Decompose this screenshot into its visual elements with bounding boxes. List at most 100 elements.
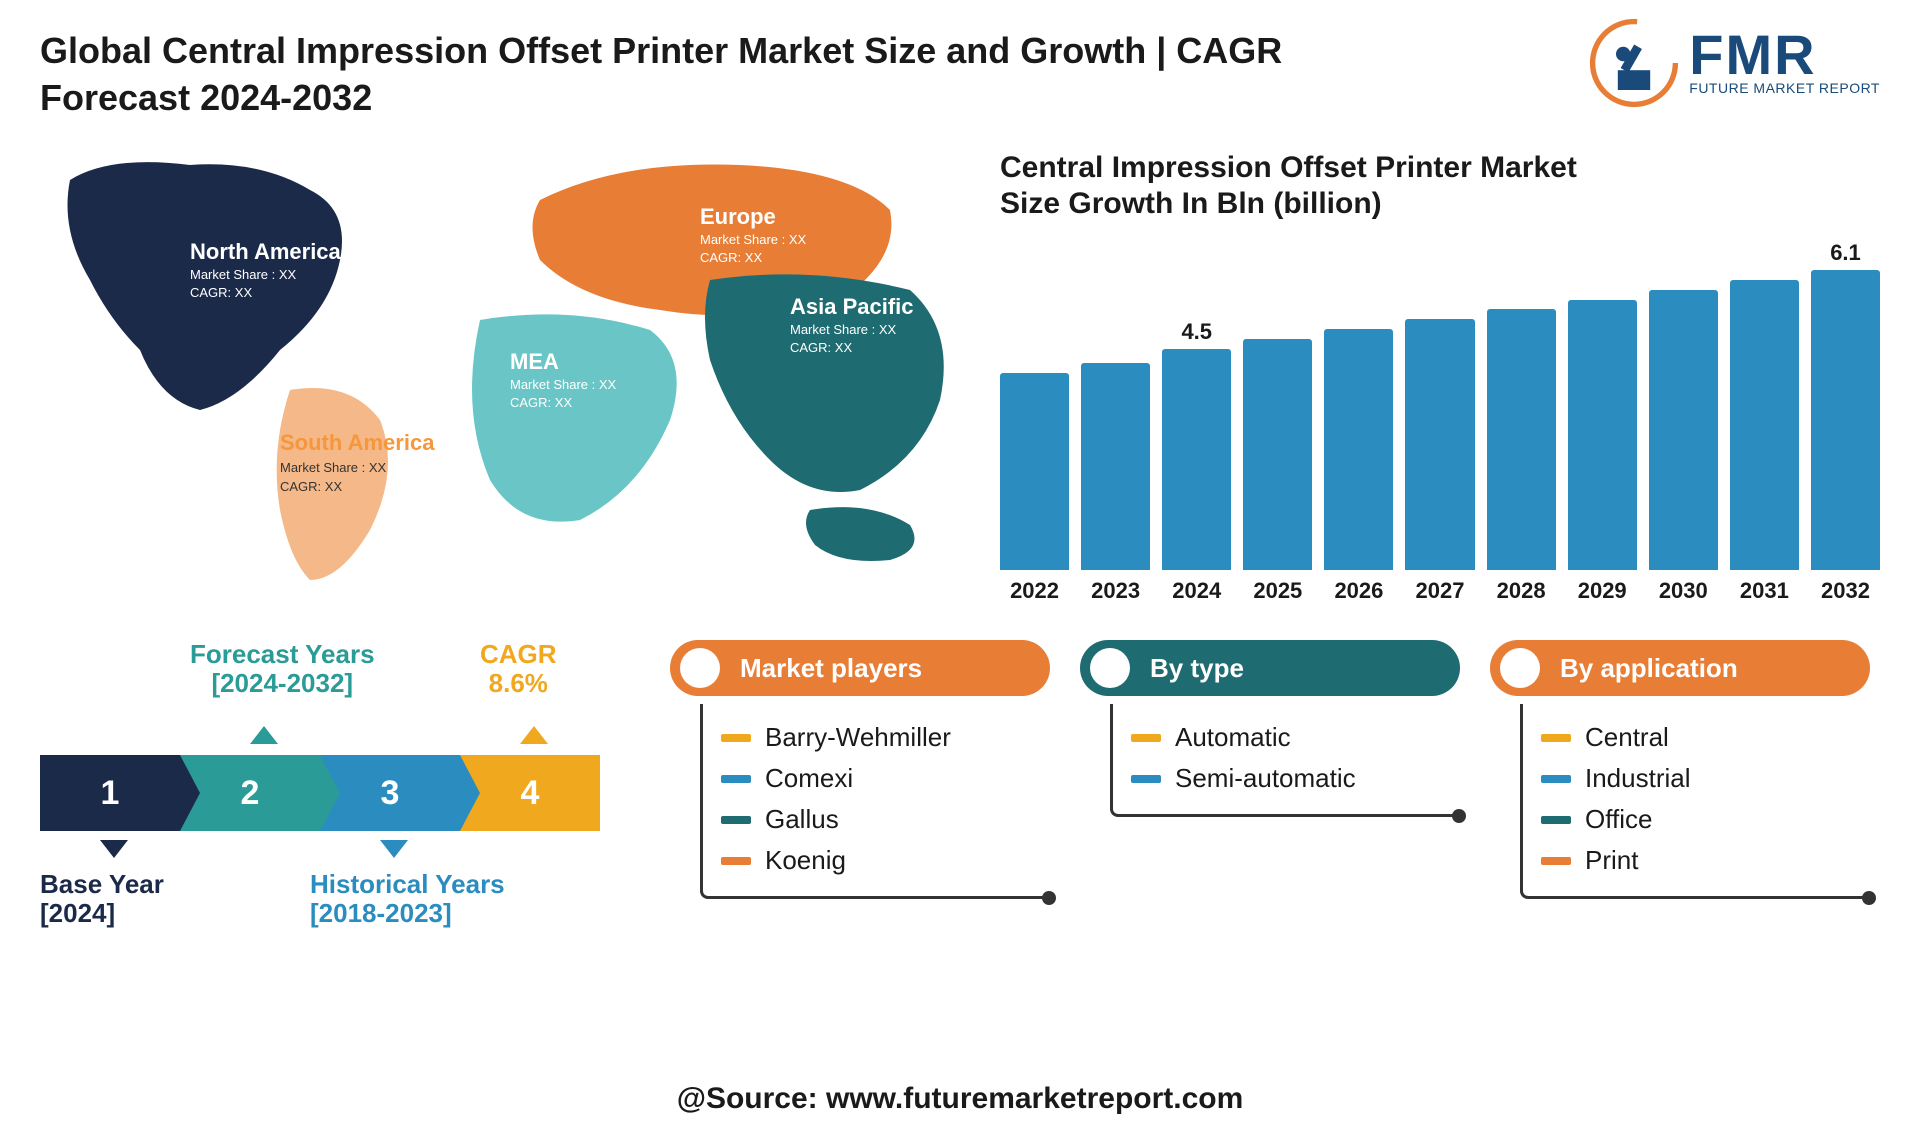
base-year-label: Base Year [2024] xyxy=(40,870,164,927)
list-item: Central xyxy=(1541,722,1860,753)
category-list: Automatic Semi-automatic xyxy=(1110,704,1460,817)
timeline-segment: 1 xyxy=(40,755,180,831)
region-label-mea: MEA Market Share : XX CAGR: XX xyxy=(510,350,616,411)
list-item-label: Industrial xyxy=(1585,763,1691,794)
source-text: @Source: www.futuremarketreport.com xyxy=(0,1082,1920,1116)
bar-value-label: 4.5 xyxy=(1181,319,1212,343)
color-dash-icon xyxy=(1131,734,1161,742)
bar-x-label: 2025 xyxy=(1253,578,1302,604)
list-item: Comexi xyxy=(721,763,1040,794)
list-item: Print xyxy=(1541,845,1860,876)
bar-value-label: 6.1 xyxy=(1830,240,1861,264)
bar-x-label: 2024 xyxy=(1172,578,1221,604)
bar-rect xyxy=(1162,349,1231,570)
category-list: Barry-Wehmiller Comexi Gallus Koenig xyxy=(700,704,1050,899)
bar-x-label: 2030 xyxy=(1659,578,1708,604)
category-by-type: By type Automatic Semi-automatic xyxy=(1080,640,1460,817)
pill-dot-icon xyxy=(680,648,720,688)
region-label-ap: Asia Pacific Market Share : XX CAGR: XX xyxy=(790,295,914,356)
color-dash-icon xyxy=(1131,775,1161,783)
bar-x-label: 2023 xyxy=(1091,578,1140,604)
bar-x-label: 2032 xyxy=(1821,578,1870,604)
triangle-up-icon xyxy=(250,726,278,744)
category-pill: By type xyxy=(1080,640,1460,696)
list-item-label: Semi-automatic xyxy=(1175,763,1356,794)
list-item: Koenig xyxy=(721,845,1040,876)
bar-rect xyxy=(1487,309,1556,570)
timeline-segments: 1234 xyxy=(40,755,600,831)
page-title: Global Central Impression Offset Printer… xyxy=(40,28,1320,122)
logo-icon xyxy=(1589,18,1679,108)
triangle-down-icon xyxy=(380,840,408,858)
bar-rect xyxy=(1649,290,1718,570)
category-pill: Market players xyxy=(670,640,1050,696)
color-dash-icon xyxy=(721,857,751,865)
bar-rect xyxy=(1405,319,1474,570)
timeline-segment: 4 xyxy=(460,755,600,831)
bar: 2028 xyxy=(1487,309,1556,570)
forecast-label: Forecast Years [2024-2032] xyxy=(190,640,375,697)
logo-text: FMR xyxy=(1689,30,1880,80)
category-title: Market players xyxy=(740,653,922,684)
region-label-eu: Europe Market Share : XX CAGR: XX xyxy=(700,205,806,266)
bar-rect xyxy=(1000,373,1069,570)
bar: 6.12032 xyxy=(1811,270,1880,570)
bar-rect xyxy=(1324,329,1393,570)
bar-chart: Central Impression Offset Printer Market… xyxy=(1000,150,1880,610)
pill-dot-icon xyxy=(1500,648,1540,688)
bar-rect xyxy=(1730,280,1799,570)
list-item: Office xyxy=(1541,804,1860,835)
bar-rect xyxy=(1568,300,1637,570)
cagr-label: CAGR 8.6% xyxy=(480,640,557,697)
list-item-label: Comexi xyxy=(765,763,853,794)
bar-x-label: 2029 xyxy=(1578,578,1627,604)
timeline-segment: 2 xyxy=(180,755,320,831)
bar-x-label: 2022 xyxy=(1010,578,1059,604)
bar-x-label: 2026 xyxy=(1334,578,1383,604)
list-item: Gallus xyxy=(721,804,1040,835)
list-item-label: Automatic xyxy=(1175,722,1291,753)
bar-rect xyxy=(1081,363,1150,570)
triangle-up-icon xyxy=(520,726,548,744)
bar-rect xyxy=(1811,270,1880,570)
historical-label: Historical Years [2018-2023] xyxy=(310,870,505,927)
category-by-application: By application Central Industrial Office Pri… xyxy=(1490,640,1870,899)
bar-rect xyxy=(1243,339,1312,570)
category-title: By application xyxy=(1560,653,1738,684)
bar: 2025 xyxy=(1243,339,1312,570)
list-item: Barry-Wehmiller xyxy=(721,722,1040,753)
world-map: North America Market Share : XX CAGR: XX… xyxy=(50,150,950,590)
bar: 2023 xyxy=(1081,363,1150,570)
bar: 2031 xyxy=(1730,280,1799,570)
list-item-label: Office xyxy=(1585,804,1652,835)
category-title: By type xyxy=(1150,653,1244,684)
bar: 4.52024 xyxy=(1162,349,1231,570)
bar: 2030 xyxy=(1649,290,1718,570)
bar-x-label: 2027 xyxy=(1416,578,1465,604)
region-label-sa: South America Market Share : XX CAGR: XX xyxy=(280,430,434,494)
chart-bars: 202220234.520242025202620272028202920302… xyxy=(1000,240,1880,570)
bar: 2027 xyxy=(1405,319,1474,570)
logo-subtitle: FUTURE MARKET REPORT xyxy=(1689,80,1880,96)
color-dash-icon xyxy=(1541,816,1571,824)
logo: FMR FUTURE MARKET REPORT xyxy=(1589,18,1880,108)
bar-x-label: 2028 xyxy=(1497,578,1546,604)
color-dash-icon xyxy=(721,734,751,742)
color-dash-icon xyxy=(1541,734,1571,742)
list-item-label: Central xyxy=(1585,722,1669,753)
bar: 2026 xyxy=(1324,329,1393,570)
category-market-players: Market players Barry-Wehmiller Comexi Gallu… xyxy=(670,640,1050,899)
bar-x-label: 2031 xyxy=(1740,578,1789,604)
list-item: Semi-automatic xyxy=(1131,763,1450,794)
bar: 2029 xyxy=(1568,300,1637,570)
bar: 2022 xyxy=(1000,373,1069,570)
list-item-label: Print xyxy=(1585,845,1638,876)
color-dash-icon xyxy=(1541,857,1571,865)
region-label-na: North America Market Share : XX CAGR: XX xyxy=(190,240,341,301)
triangle-down-icon xyxy=(100,840,128,858)
color-dash-icon xyxy=(721,816,751,824)
category-pill: By application xyxy=(1490,640,1870,696)
region-mea xyxy=(450,300,710,540)
color-dash-icon xyxy=(1541,775,1571,783)
color-dash-icon xyxy=(721,775,751,783)
